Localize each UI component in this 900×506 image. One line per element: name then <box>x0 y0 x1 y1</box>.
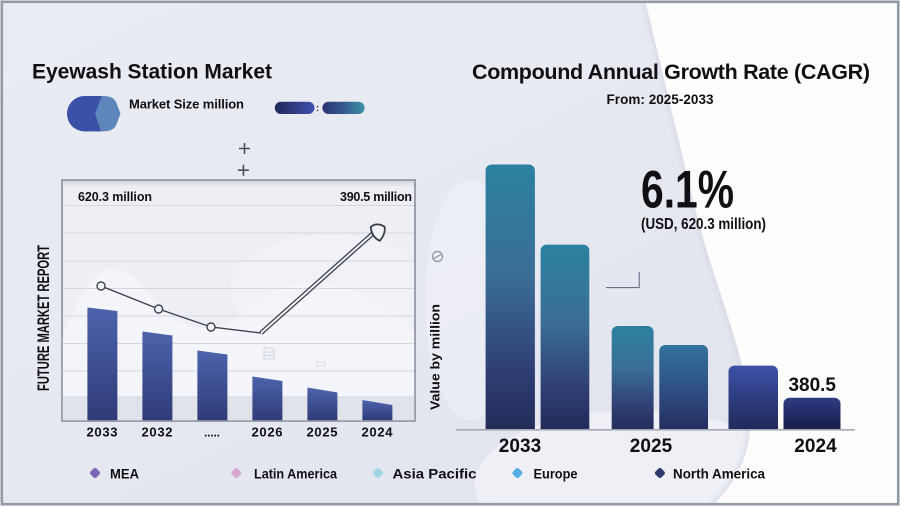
svg-text:2025: 2025 <box>630 436 673 457</box>
svg-text:From: 2025-2033: From: 2025-2033 <box>607 92 714 107</box>
svg-text:2025: 2025 <box>307 425 338 440</box>
svg-text:Market Size million: Market Size million <box>129 97 244 112</box>
svg-text:North America: North America <box>673 466 765 482</box>
svg-text:FUTURE MARKET REPORT: FUTURE MARKET REPORT <box>34 245 53 391</box>
svg-text:Compound Annual Growth Rate (C: Compound Annual Growth Rate (CAGR) <box>472 60 870 84</box>
svg-text:(USD, 620.3 million): (USD, 620.3 million) <box>641 216 766 233</box>
svg-text:MEA: MEA <box>110 466 139 482</box>
svg-text:6.1%: 6.1% <box>641 161 734 220</box>
svg-text:2032: 2032 <box>142 425 173 440</box>
svg-text:380.5: 380.5 <box>789 374 837 396</box>
svg-text:2026: 2026 <box>252 425 283 440</box>
svg-text:2033: 2033 <box>499 436 542 457</box>
svg-text:.....: ..... <box>204 426 220 440</box>
svg-text:Europe: Europe <box>534 466 578 482</box>
svg-text:Latin America: Latin America <box>254 466 337 482</box>
svg-text:2024: 2024 <box>794 436 837 457</box>
svg-text:620.3 million: 620.3 million <box>78 190 152 204</box>
svg-text:2033: 2033 <box>87 425 118 440</box>
svg-text:390.5 million: 390.5 million <box>340 190 412 204</box>
svg-text::: : <box>316 103 319 113</box>
svg-text:Value by million: Value by million <box>428 304 443 410</box>
svg-text:2024: 2024 <box>362 425 394 440</box>
svg-text:Asia Pacific: Asia Pacific <box>393 466 477 482</box>
svg-text:Eyewash Station Market: Eyewash Station Market <box>32 61 272 84</box>
